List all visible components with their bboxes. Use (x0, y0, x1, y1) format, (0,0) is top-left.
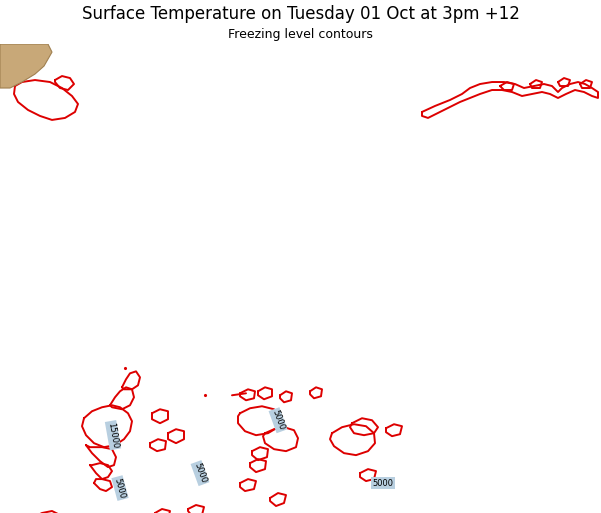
Text: 5000: 5000 (113, 477, 127, 499)
Text: Freezing level contours: Freezing level contours (228, 28, 373, 41)
Text: 5000: 5000 (373, 479, 394, 487)
Text: 5000: 5000 (270, 409, 286, 431)
Text: Surface Temperature on Tuesday 01 Oct at 3pm +12: Surface Temperature on Tuesday 01 Oct at… (82, 5, 519, 23)
Text: 5000: 5000 (192, 462, 208, 484)
Text: 15000: 15000 (106, 422, 120, 449)
Polygon shape (0, 44, 52, 88)
